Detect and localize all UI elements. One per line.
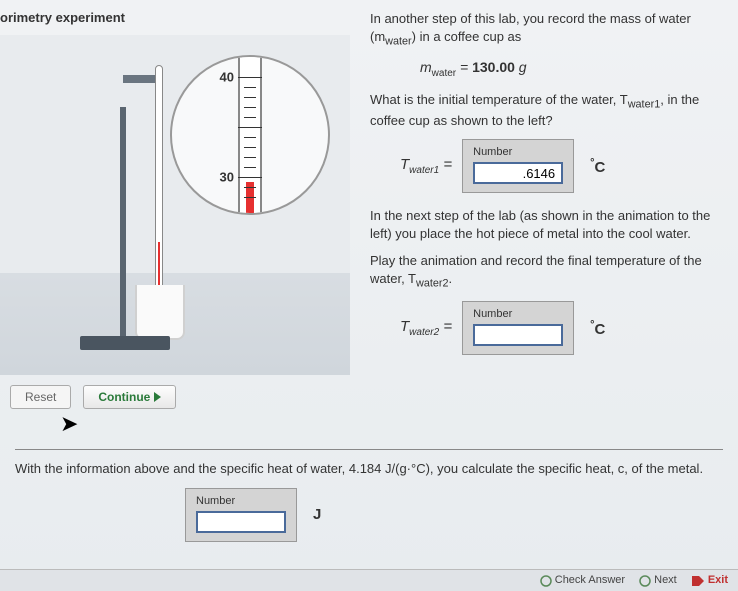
answer-box-2: Number — [462, 301, 574, 355]
tick-minor — [244, 87, 256, 88]
unit-joules: J — [313, 506, 321, 523]
tick-minor — [244, 147, 256, 148]
play-icon — [154, 392, 161, 402]
unit-celsius-1: °C — [590, 157, 605, 176]
t-water1-label: Twater1 = — [400, 156, 452, 176]
mid-paragraph-2: Play the animation and record the final … — [370, 252, 723, 291]
continue-label: Continue — [98, 390, 150, 404]
next-link[interactable]: Next — [639, 574, 677, 586]
tick-minor — [244, 167, 256, 168]
check-answer-link[interactable]: Check Answer — [540, 574, 625, 586]
section-divider — [15, 449, 723, 450]
reset-button[interactable]: Reset — [10, 385, 71, 409]
tick-minor — [244, 97, 256, 98]
exit-icon — [691, 575, 705, 587]
tick-minor — [244, 187, 256, 188]
thermo-scale-label-30: 30 — [220, 170, 234, 185]
intro-paragraph: In another step of this lab, you record … — [370, 10, 723, 49]
specific-heat-input[interactable] — [196, 511, 286, 533]
mass-equation: mwater = 130.00 g — [370, 59, 723, 79]
tick-minor — [244, 107, 256, 108]
ring-stand-base — [80, 336, 170, 350]
thermometer-zoom: 40 30 — [170, 55, 330, 215]
answer-box-3: Number — [185, 488, 297, 542]
check-icon — [540, 575, 552, 587]
t-water2-label: Twater2 = — [400, 318, 452, 338]
t-water2-input[interactable] — [473, 324, 563, 346]
apparatus-diagram: 40 30 — [0, 35, 350, 375]
tick-major — [238, 177, 262, 178]
thermometer-icon — [155, 65, 163, 305]
tick-major — [238, 77, 262, 78]
exit-link[interactable]: Exit — [691, 574, 728, 586]
tick-minor — [244, 197, 256, 198]
footer-bar: Check Answer Next Exit — [0, 569, 738, 591]
bottom-paragraph: With the information above and the speci… — [15, 460, 723, 478]
mid-paragraph-1: In the next step of the lab (as shown in… — [370, 207, 723, 242]
t-water1-input[interactable] — [473, 162, 563, 184]
unit-celsius-2: °C — [590, 319, 605, 338]
thermo-scale-label-40: 40 — [220, 70, 234, 85]
coffee-cup-icon — [135, 285, 185, 340]
cursor-icon: ➤ — [60, 411, 410, 437]
tick-minor — [244, 157, 256, 158]
answer-box-2-title: Number — [473, 308, 563, 320]
answer-box-1-title: Number — [473, 146, 563, 158]
question-1: What is the initial temperature of the w… — [370, 91, 723, 130]
continue-button[interactable]: Continue — [83, 385, 176, 409]
answer-box-3-title: Number — [196, 495, 286, 507]
zoom-thermometer-body — [238, 55, 262, 215]
tick-minor — [244, 137, 256, 138]
next-icon — [639, 575, 651, 587]
tick-minor — [244, 117, 256, 118]
tick-major — [238, 127, 262, 128]
answer-box-1: Number — [462, 139, 574, 193]
ring-stand-pole — [120, 107, 126, 337]
experiment-title: orimetry experiment — [0, 10, 350, 25]
